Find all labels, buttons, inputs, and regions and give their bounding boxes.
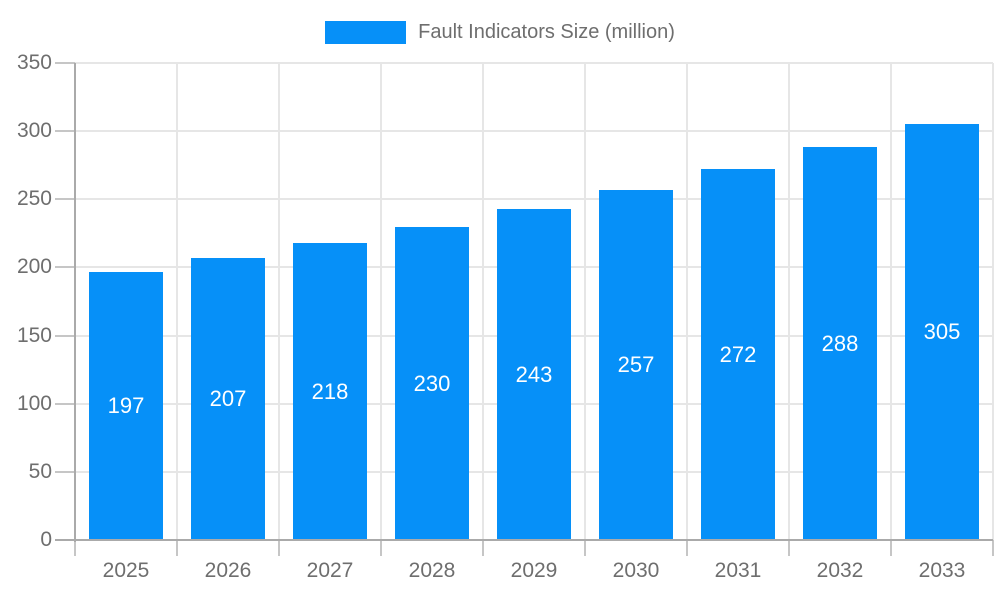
bar-2027[interactable] bbox=[293, 243, 367, 540]
y-axis-tick-label: 50 bbox=[28, 460, 52, 483]
bar-2030[interactable] bbox=[599, 190, 673, 540]
y-axis-tick-label: 200 bbox=[16, 255, 52, 278]
bar-value-label: 230 bbox=[413, 370, 451, 396]
bar-value-label: 218 bbox=[311, 378, 349, 404]
y-axis-tick-label: 300 bbox=[16, 119, 52, 142]
x-axis-tick-label: 2027 bbox=[306, 559, 354, 582]
y-tick-mark bbox=[55, 130, 75, 132]
x-gridline bbox=[788, 63, 790, 540]
x-axis-tick-label: 2028 bbox=[408, 559, 456, 582]
x-gridline bbox=[890, 63, 892, 540]
x-tick-mark bbox=[278, 540, 280, 556]
y-gridline bbox=[75, 130, 993, 132]
bar-value-label: 305 bbox=[923, 319, 961, 344]
bar-2032[interactable] bbox=[803, 147, 877, 540]
bar-2031[interactable] bbox=[701, 169, 775, 540]
x-axis-tick-label: 2029 bbox=[510, 559, 558, 582]
bar-value-label: 197 bbox=[107, 393, 145, 418]
bar-value-label: 207 bbox=[209, 386, 247, 411]
x-axis-tick-label: 2032 bbox=[816, 559, 864, 582]
y-axis-line bbox=[74, 63, 76, 542]
x-axis-line bbox=[55, 539, 993, 541]
legend-label: Fault Indicators Size (million) bbox=[418, 21, 675, 43]
x-tick-mark bbox=[176, 540, 178, 556]
x-tick-mark bbox=[992, 540, 994, 556]
bar-2029[interactable] bbox=[497, 209, 571, 540]
bar-2026[interactable] bbox=[191, 258, 265, 540]
x-gridline bbox=[278, 63, 280, 540]
y-axis-tick-label: 0 bbox=[40, 528, 52, 551]
bar-2025[interactable] bbox=[89, 272, 163, 540]
y-tick-mark bbox=[55, 62, 75, 64]
y-tick-mark bbox=[55, 471, 75, 473]
chart-legend[interactable]: Fault Indicators Size (million) bbox=[0, 21, 1000, 44]
x-tick-mark bbox=[74, 540, 76, 556]
x-gridline bbox=[482, 63, 484, 540]
x-tick-mark bbox=[686, 540, 688, 556]
x-axis-tick-label: 2030 bbox=[612, 559, 660, 582]
x-tick-mark bbox=[788, 540, 790, 556]
y-axis-tick-label: 250 bbox=[16, 187, 52, 210]
x-gridline bbox=[992, 63, 994, 540]
y-axis-tick-label: 100 bbox=[16, 392, 52, 415]
bar-2033[interactable] bbox=[905, 124, 979, 540]
bar-value-label: 288 bbox=[821, 330, 859, 356]
x-gridline bbox=[584, 63, 586, 540]
bar-value-label: 243 bbox=[515, 361, 553, 387]
x-axis-tick-label: 2026 bbox=[204, 559, 252, 582]
y-tick-mark bbox=[55, 198, 75, 200]
y-gridline bbox=[75, 198, 993, 200]
x-tick-mark bbox=[584, 540, 586, 556]
y-tick-mark bbox=[55, 266, 75, 268]
x-gridline bbox=[176, 63, 178, 540]
legend-swatch bbox=[325, 21, 407, 44]
bar-value-label: 257 bbox=[617, 352, 655, 377]
x-axis-tick-label: 2025 bbox=[102, 559, 150, 582]
x-tick-mark bbox=[482, 540, 484, 556]
x-axis-tick-label: 2033 bbox=[918, 559, 966, 582]
x-tick-mark bbox=[380, 540, 382, 556]
y-axis-tick-label: 150 bbox=[16, 324, 52, 347]
bar-value-label: 272 bbox=[719, 341, 757, 367]
bar-2028[interactable] bbox=[395, 227, 469, 540]
x-axis-tick-label: 2031 bbox=[714, 559, 762, 582]
y-gridline bbox=[75, 62, 993, 64]
y-tick-mark bbox=[55, 403, 75, 405]
x-gridline bbox=[380, 63, 382, 540]
y-axis-tick-label: 350 bbox=[16, 51, 52, 74]
x-tick-mark bbox=[890, 540, 892, 556]
y-tick-mark bbox=[55, 335, 75, 337]
x-gridline bbox=[686, 63, 688, 540]
